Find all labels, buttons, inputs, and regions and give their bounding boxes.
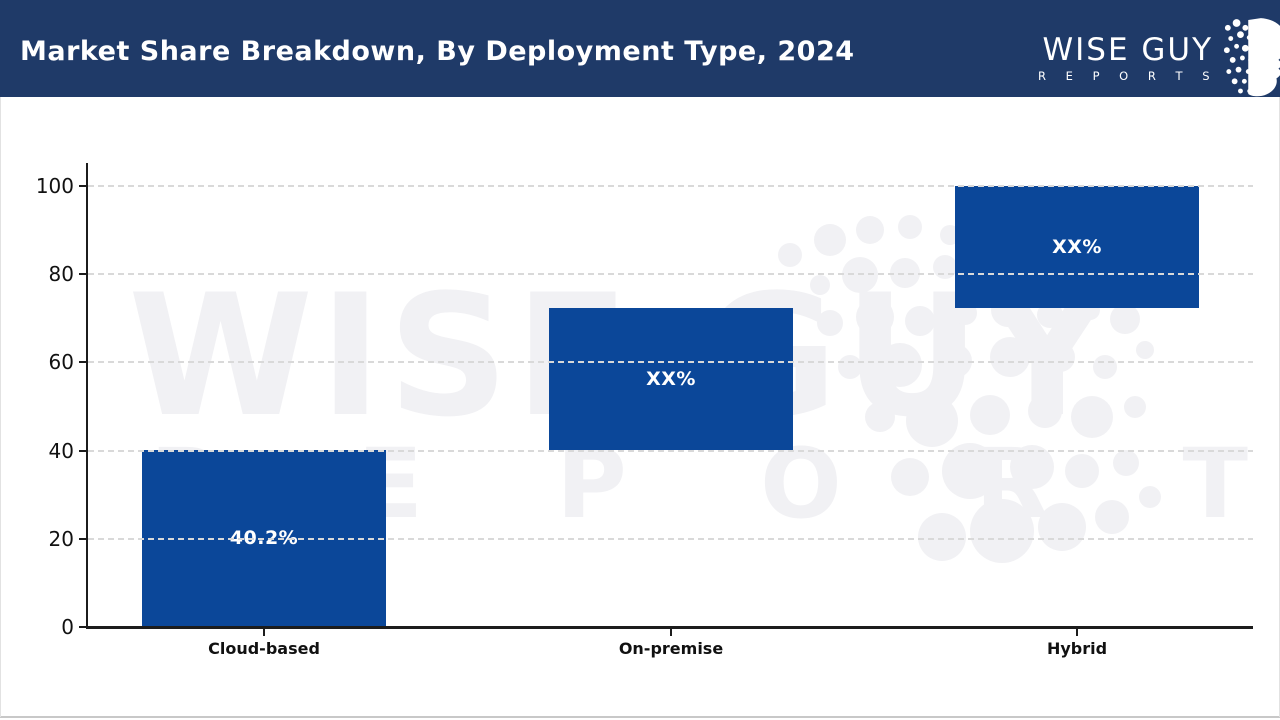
header-banner: Market Share Breakdown, By Deployment Ty… [0, 0, 1280, 97]
y-tick-mark-60 [79, 361, 87, 364]
y-tick-label-20: 20 [48, 526, 74, 551]
bar-value-label: XX% [1052, 236, 1102, 259]
bar-value-label: XX% [646, 367, 696, 390]
x-axis-line [86, 626, 1253, 629]
gridline-y-60 [88, 361, 1253, 364]
y-tick-label-40: 40 [48, 438, 74, 463]
y-tick-mark-40 [79, 449, 87, 452]
y-tick-label-80: 80 [48, 262, 74, 287]
chart-title: Market Share Breakdown, By Deployment Ty… [20, 36, 855, 67]
brand-name: WISE GUY [1042, 31, 1214, 68]
page-left-border [0, 97, 1, 717]
x-category-label-1: On-premise [618, 639, 724, 658]
x-tick-mark-2 [1076, 629, 1078, 636]
x-category-label-0: Cloud-based [208, 639, 320, 658]
y-tick-label-100: 100 [35, 174, 74, 198]
y-axis-line [86, 163, 88, 628]
gridline-y-100 [88, 185, 1253, 187]
y-tick-mark-0 [79, 626, 87, 628]
face-profile-icon [1223, 18, 1280, 97]
x-category-label-2: Hybrid [1046, 639, 1108, 658]
gridline-y-20 [88, 537, 1253, 540]
y-tick-mark-100 [79, 185, 87, 187]
y-tick-mark-80 [79, 273, 87, 276]
page-bottom-border [0, 716, 1280, 718]
brand-logo-text: WISE GUY R E P O R T S [1038, 32, 1218, 83]
bar-hybrid: XX% [955, 186, 1199, 309]
bar-on-premise: XX% [549, 308, 793, 450]
brand-subtitle: R E P O R T S [1038, 68, 1218, 83]
x-tick-mark-0 [263, 629, 265, 636]
brand-logo: WISE GUY R E P O R T S [1038, 16, 1280, 98]
y-tick-mark-20 [79, 537, 87, 540]
y-tick-label-60: 60 [48, 350, 74, 375]
x-tick-mark-1 [670, 629, 672, 636]
y-tick-label-0: 0 [61, 615, 74, 639]
gridline-y-40 [88, 449, 1253, 452]
gridline-y-80 [88, 273, 1253, 276]
